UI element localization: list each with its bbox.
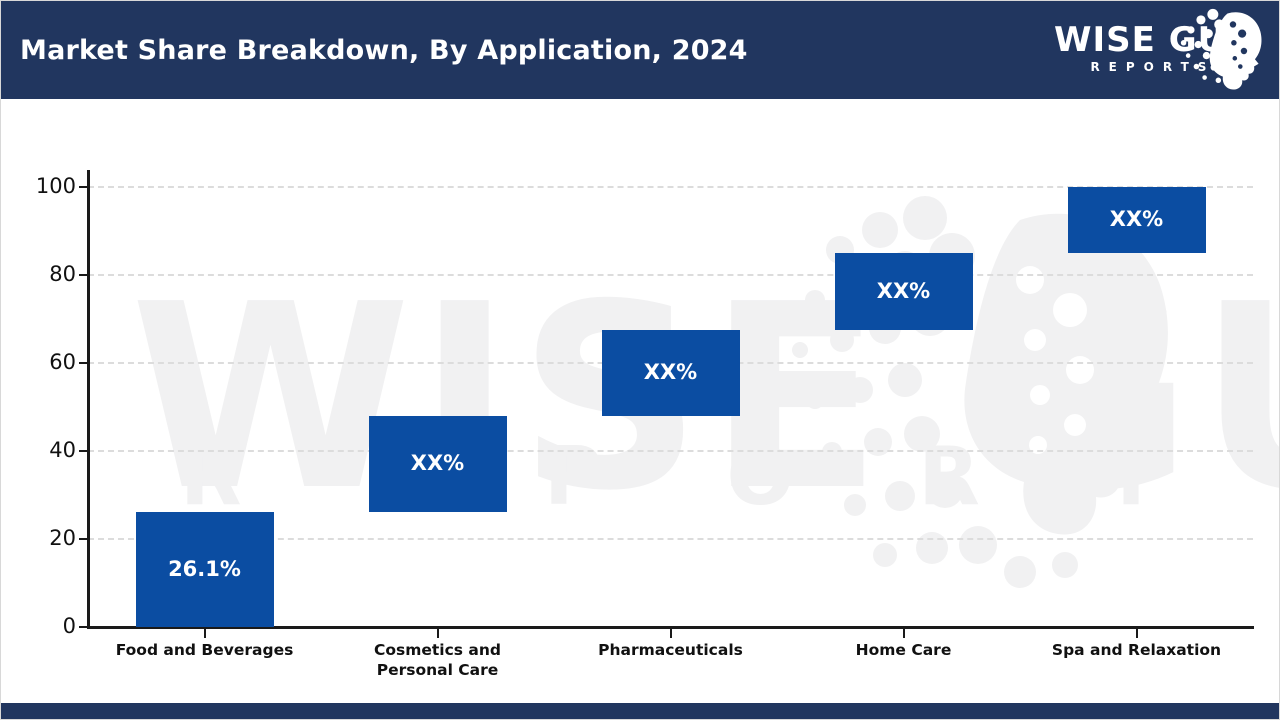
gridline-y-100 bbox=[88, 186, 1253, 188]
x-tick-label: Home Care bbox=[855, 641, 952, 659]
footer-bar bbox=[0, 703, 1280, 720]
bar-5 bbox=[1067, 187, 1206, 253]
logo-subtitle: REPORTS bbox=[1090, 60, 1216, 74]
x-axis-tick bbox=[1135, 629, 1138, 638]
y-tick-label: 100 bbox=[35, 174, 76, 198]
x-axis-tick bbox=[669, 629, 672, 638]
x-tick-label: Food and Beverages bbox=[115, 641, 294, 659]
x-axis-tick bbox=[902, 629, 905, 638]
bar-3 bbox=[601, 330, 740, 416]
y-axis-tick bbox=[79, 186, 88, 188]
watermark-face-icon bbox=[792, 196, 1168, 588]
y-tick-label: 20 bbox=[49, 526, 76, 550]
bar-2 bbox=[368, 415, 507, 513]
header-bar: Market Share Breakdown, By Application, … bbox=[0, 0, 1280, 99]
bar-value-label: XX% bbox=[876, 278, 931, 303]
y-axis-tick bbox=[79, 274, 88, 276]
gridline-y-80 bbox=[88, 274, 1253, 276]
y-tick-label: 0 bbox=[62, 614, 76, 638]
x-axis-tick bbox=[436, 629, 439, 638]
bar-1 bbox=[135, 512, 274, 627]
bar-value-label: 26.1% bbox=[168, 556, 241, 581]
y-axis-tick bbox=[79, 626, 88, 628]
y-axis-line bbox=[87, 170, 90, 629]
x-tick-label: Pharmaceuticals bbox=[598, 641, 743, 659]
y-tick-label: 60 bbox=[49, 350, 76, 374]
bar-4 bbox=[834, 253, 973, 330]
bar-value-label: XX% bbox=[410, 450, 465, 475]
y-axis-tick bbox=[79, 538, 88, 540]
y-axis-tick bbox=[79, 362, 88, 364]
x-tick-label: Spa and Relaxation bbox=[1051, 641, 1222, 659]
wise-guy-reports-logo: WISE GUY REPORTS bbox=[1012, 6, 1262, 94]
x-axis-line bbox=[87, 626, 1254, 629]
bar-value-label: XX% bbox=[643, 359, 698, 384]
x-tick-label: Cosmetics and Personal Care bbox=[373, 641, 502, 679]
logo-face-icon bbox=[1180, 8, 1262, 90]
gridline-y-20 bbox=[88, 538, 1253, 540]
bar-value-label: XX% bbox=[1109, 207, 1164, 231]
y-tick-label: 40 bbox=[49, 438, 76, 462]
y-axis-tick bbox=[79, 450, 88, 452]
gridline-y-40 bbox=[88, 450, 1253, 452]
x-axis-tick bbox=[203, 629, 206, 638]
y-tick-label: 80 bbox=[49, 262, 76, 286]
chart-title: Market Share Breakdown, By Application, … bbox=[20, 35, 748, 66]
